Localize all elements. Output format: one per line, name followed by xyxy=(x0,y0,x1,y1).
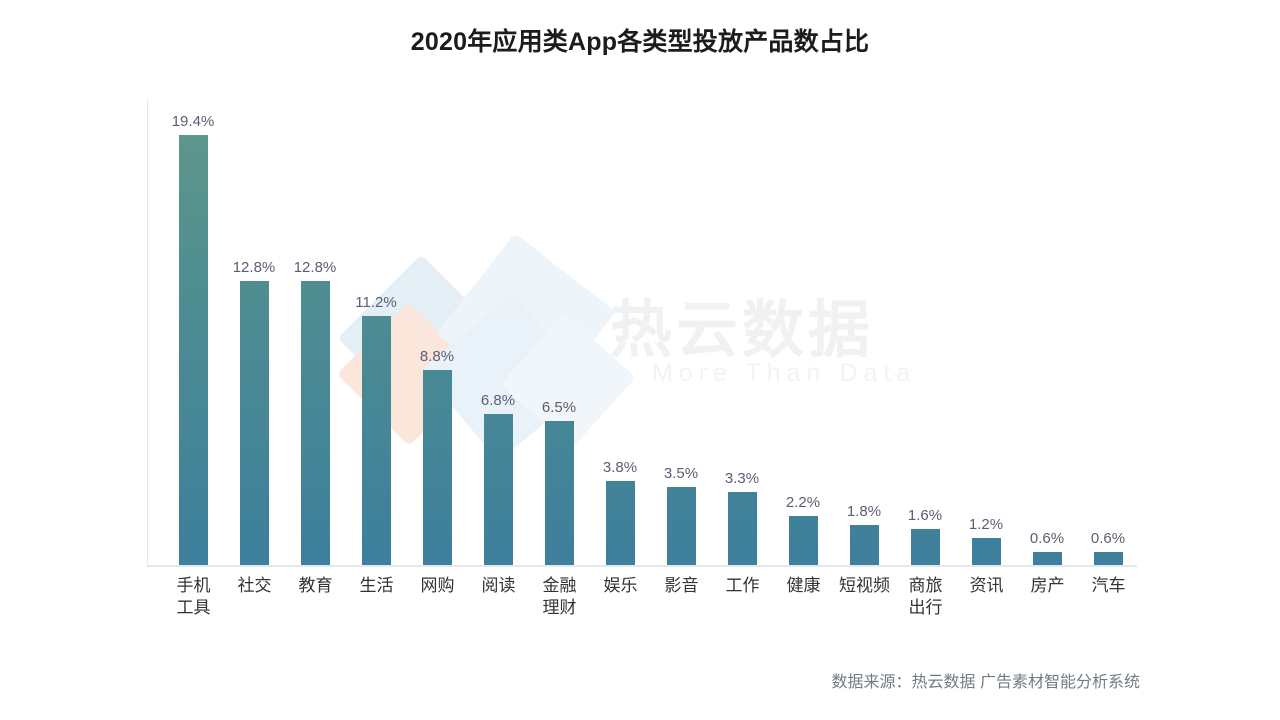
category-label: 短视频 xyxy=(839,576,890,595)
bar-value-label: 3.3% xyxy=(724,470,760,487)
bar-value-label: 8.8% xyxy=(419,348,455,365)
bar-slot: 19.4% xyxy=(163,99,224,565)
bar-value-label: 1.8% xyxy=(846,503,882,520)
category-label: 社交 xyxy=(237,576,272,595)
bar-slot: 1.8% xyxy=(834,99,895,565)
bar-value-label: 0.6% xyxy=(1090,530,1126,547)
bar-value-label: 0.6% xyxy=(1029,530,1065,547)
category-label: 生活 xyxy=(359,576,394,595)
bar-chart-plot-area: 19.4% 12.8% 12.8% 11.2% 8.8% 6.8% 6.5% 3.8% 3.5%… xyxy=(147,99,1139,567)
bar-value-label: 12.8% xyxy=(293,259,337,276)
bar[interactable] xyxy=(606,481,635,565)
bar-slot: 6.8% xyxy=(468,99,529,565)
bar-slot: 3.5% xyxy=(651,99,712,565)
category-label: 手机 工具 xyxy=(176,576,211,617)
source-note: 数据来源：热云数据 广告素材智能分析系统 xyxy=(831,674,1140,691)
bar-value-label: 2.2% xyxy=(785,494,821,511)
bar-value-label: 3.8% xyxy=(602,459,638,476)
bar-slot: 8.8% xyxy=(407,99,468,565)
bar-slot: 3.8% xyxy=(590,99,651,565)
bar[interactable] xyxy=(423,370,452,565)
bar-slot: 2.2% xyxy=(773,99,834,565)
bar-slot: 0.6% xyxy=(1017,99,1078,565)
bar-value-label: 19.4% xyxy=(171,113,215,130)
bar-slot: 0.6% xyxy=(1078,99,1139,565)
x-axis-line xyxy=(147,565,1137,567)
bar-value-label: 1.2% xyxy=(968,516,1004,533)
bar-value-label: 3.5% xyxy=(663,465,699,482)
bar[interactable] xyxy=(667,487,696,565)
bar[interactable] xyxy=(1033,552,1062,565)
category-label: 房产 xyxy=(1030,576,1065,595)
category-label: 商旅 出行 xyxy=(908,576,943,617)
bar-slot: 12.8% xyxy=(285,99,346,565)
bar[interactable] xyxy=(240,281,269,565)
bar[interactable] xyxy=(728,492,757,565)
bar[interactable] xyxy=(362,316,391,565)
category-label: 汽车 xyxy=(1091,576,1126,595)
category-label: 影音 xyxy=(664,576,699,595)
bar-slot: 12.8% xyxy=(224,99,285,565)
bar-slot: 1.6% xyxy=(895,99,956,565)
bar[interactable] xyxy=(545,421,574,565)
bar-slot: 11.2% xyxy=(346,99,407,565)
category-label: 金融 理财 xyxy=(542,576,577,617)
category-label: 工作 xyxy=(725,576,760,595)
bar-slot: 6.5% xyxy=(529,99,590,565)
bar[interactable] xyxy=(911,529,940,565)
bar[interactable] xyxy=(972,538,1001,565)
y-axis-line xyxy=(147,100,148,566)
page-title: 2020年应用类App各类型投放产品数占比 xyxy=(410,28,870,56)
bar-value-label: 12.8% xyxy=(232,259,276,276)
bar-slot: 1.2% xyxy=(956,99,1017,565)
bar-value-label: 6.5% xyxy=(541,399,577,416)
category-label: 娱乐 xyxy=(603,576,638,595)
bar[interactable] xyxy=(301,281,330,565)
bar[interactable] xyxy=(484,414,513,565)
category-label: 阅读 xyxy=(481,576,516,595)
bar[interactable] xyxy=(1094,552,1123,565)
bar-slot: 3.3% xyxy=(712,99,773,565)
category-label: 网购 xyxy=(420,576,455,595)
bar[interactable] xyxy=(179,135,208,565)
x-axis-category-labels: 手机 工具 社交 教育 生活 网购 阅读 金融 理财 娱乐 影音 工作 健康 短视频 商旅 出行 资讯 房产… xyxy=(147,575,1137,635)
category-label: 资讯 xyxy=(969,576,1004,595)
category-label: 健康 xyxy=(786,576,821,595)
bar-value-label: 1.6% xyxy=(907,507,943,524)
bar[interactable] xyxy=(850,525,879,565)
bar[interactable] xyxy=(789,516,818,565)
category-label: 教育 xyxy=(298,576,333,595)
bar-value-label: 11.2% xyxy=(355,294,397,311)
